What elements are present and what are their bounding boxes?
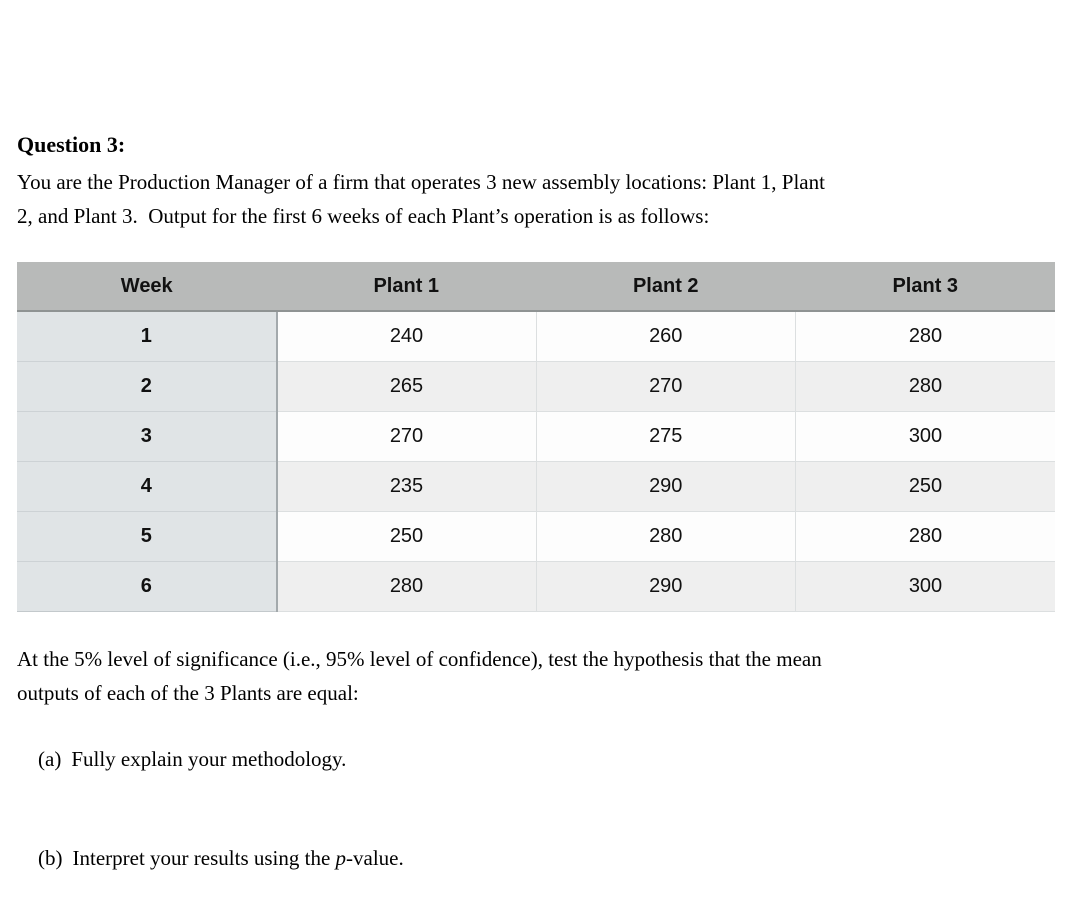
plant1-value: 250	[276, 511, 537, 562]
week-cell: 5	[17, 511, 278, 562]
table-header-row: Week Plant 1 Plant 2 Plant 3	[17, 262, 1055, 312]
table-row: 4 235 290 250	[17, 461, 1055, 512]
closing-paragraph: At the 5% level of significance (i.e., 9…	[17, 642, 1062, 710]
column-header-plant3: Plant 3	[795, 262, 1055, 312]
plant1-value: 265	[276, 361, 537, 412]
week-cell: 2	[17, 361, 278, 412]
plant1-value: 270	[276, 411, 537, 462]
table-row: 2 265 270 280	[17, 361, 1055, 412]
question-heading: Question 3:	[17, 132, 126, 157]
plant3-value: 280	[795, 361, 1055, 412]
plant2-value: 290	[536, 561, 796, 612]
column-header-plant1: Plant 1	[276, 262, 536, 312]
week-cell: 3	[17, 411, 278, 462]
table-row: 3 270 275 300	[17, 411, 1055, 462]
closing-line-1: At the 5% level of significance (i.e., 9…	[17, 646, 822, 671]
plant1-value: 235	[276, 461, 537, 512]
intro-line-2: 2, and Plant 3. Output for the first 6 w…	[17, 204, 710, 228]
table-row: 1 240 260 280	[17, 311, 1055, 362]
column-header-week: Week	[17, 262, 277, 312]
plant3-value: 250	[795, 461, 1055, 512]
plant1-value: 240	[276, 311, 537, 362]
sub-question-b-text-pre: Interpret your results using the	[72, 845, 336, 870]
closing-line-2: outputs of each of the 3 Plants are equa…	[17, 680, 359, 705]
sub-question-a-label: (a)	[38, 746, 62, 771]
week-cell: 6	[17, 561, 278, 612]
plant-output-table: Week Plant 1 Plant 2 Plant 3 1 240 260 2…	[17, 262, 1055, 612]
plant2-value: 275	[536, 411, 796, 462]
week-cell: 4	[17, 461, 278, 512]
sub-question-a: (a) Fully explain your methodology.	[17, 710, 1062, 809]
intro-paragraph: You are the Production Manager of a firm…	[17, 165, 1062, 233]
table-row: 6 280 290 300	[17, 561, 1055, 612]
column-header-plant2: Plant 2	[536, 262, 796, 312]
plant1-value: 280	[276, 561, 537, 612]
plant2-value: 260	[536, 311, 796, 362]
week-cell: 1	[17, 311, 278, 362]
sub-question-b: (b) Interpret your results using the p-va…	[17, 809, 1062, 908]
plant3-value: 300	[795, 561, 1055, 612]
sub-question-a-text: Fully explain your methodology.	[71, 746, 347, 771]
table-row: 5 250 280 280	[17, 511, 1055, 562]
intro-line-1: You are the Production Manager of a firm…	[17, 170, 825, 194]
p-value-italic: p	[335, 845, 347, 870]
plant3-value: 280	[795, 311, 1055, 362]
plant2-value: 290	[536, 461, 796, 512]
sub-question-b-text-post: -value.	[346, 845, 404, 870]
sub-question-b-label: (b)	[38, 845, 63, 870]
plant3-value: 300	[795, 411, 1055, 462]
plant2-value: 270	[536, 361, 796, 412]
plant3-value: 280	[795, 511, 1055, 562]
plant2-value: 280	[536, 511, 796, 562]
